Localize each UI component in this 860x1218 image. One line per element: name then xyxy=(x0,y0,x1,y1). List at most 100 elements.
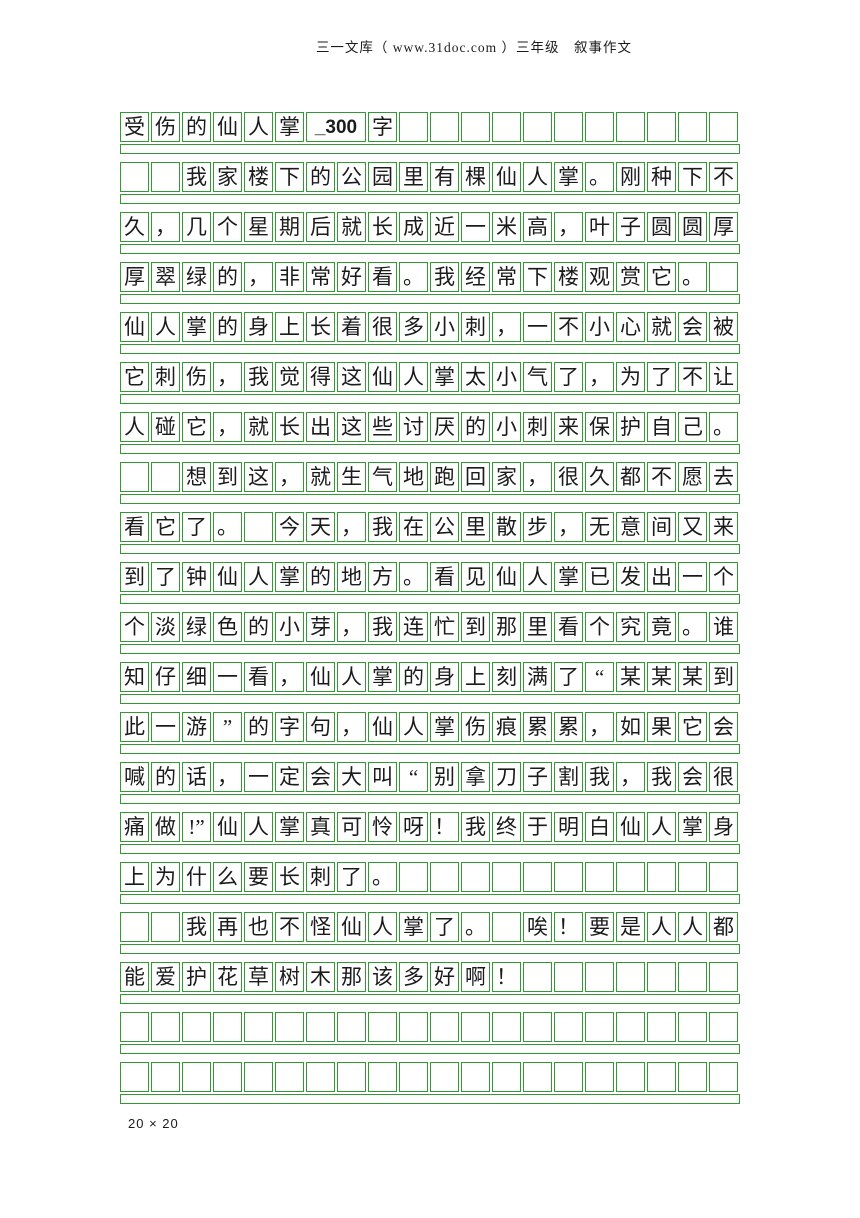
grid-cell: 这 xyxy=(337,412,366,442)
grid-cell: 刺 xyxy=(151,362,180,392)
grid-cell xyxy=(399,1012,428,1042)
grid-cell: ！ xyxy=(554,912,583,942)
grid-cell: 句 xyxy=(306,712,335,742)
grid-cell: 己 xyxy=(678,412,707,442)
grid-cell: 小 xyxy=(275,612,304,642)
grid-cell: 人 xyxy=(647,812,676,842)
grid-cell xyxy=(213,1012,242,1042)
grid-cell: 个 xyxy=(213,212,242,242)
grid-cell: 太 xyxy=(461,362,490,392)
grid-cell: 想 xyxy=(182,462,211,492)
grid-cell-row: 看它了。今天，我在公里散步，无意间又来 xyxy=(120,512,740,542)
grid-cell: 好 xyxy=(337,262,366,292)
grid-cell: ， xyxy=(213,362,242,392)
grid-cell: 究 xyxy=(616,612,645,642)
grid-cell: 它 xyxy=(182,412,211,442)
grid-cell: 看 xyxy=(244,662,273,692)
grid-cell: 掌 xyxy=(275,562,304,592)
grid-cell: 喊 xyxy=(120,762,149,792)
grid-cell xyxy=(275,1062,304,1092)
grid-cell: 掌 xyxy=(430,362,459,392)
grid-cell: ！ xyxy=(430,812,459,842)
grid-cell: 掌 xyxy=(554,562,583,592)
grid-cell xyxy=(585,962,614,992)
grid-cell: ， xyxy=(151,212,180,242)
grid-cell: 要 xyxy=(585,912,614,942)
grid-cell: 子 xyxy=(616,212,645,242)
grid-cell-row: 我再也不怪仙人掌了。唉！要是人人都 xyxy=(120,912,740,942)
grid-cell: 家 xyxy=(213,162,242,192)
grid-cell: 了 xyxy=(647,362,676,392)
grid-cell: 跑 xyxy=(430,462,459,492)
grid-row: 厚翠绿的，非常好看。我经常下楼观赏它。 xyxy=(120,262,740,304)
grid-cell: 近 xyxy=(430,212,459,242)
grid-cell: 我 xyxy=(430,262,459,292)
grid-cell: ” xyxy=(213,712,242,742)
grid-cell: 它 xyxy=(678,712,707,742)
grid-cell: 非 xyxy=(275,262,304,292)
grid-cell: 个 xyxy=(585,612,614,642)
grid-cell: 赏 xyxy=(616,262,645,292)
grid-cell: 。 xyxy=(399,262,428,292)
grid-cell: ！ xyxy=(492,962,521,992)
grid-cell: ， xyxy=(275,662,304,692)
grid-cell: 经 xyxy=(461,262,490,292)
grid-cell xyxy=(678,1062,707,1092)
grid-cell: 上 xyxy=(120,862,149,892)
grid-cell: 我 xyxy=(368,512,397,542)
grid-cell xyxy=(678,962,707,992)
grid-cell: 如 xyxy=(616,712,645,742)
grid-cell: 仙 xyxy=(213,812,242,842)
grid-cell: 大 xyxy=(337,762,366,792)
grid-cell-row: 它刺伤，我觉得这仙人掌太小气了，为了不让 xyxy=(120,362,740,392)
grid-cell: 绿 xyxy=(182,262,211,292)
grid-cell: 爱 xyxy=(151,962,180,992)
grid-cell-row: 能爱护花草树木那该多好啊！ xyxy=(120,962,740,992)
grid-cell: 下 xyxy=(678,162,707,192)
grid-cell xyxy=(151,912,180,942)
grid-cell: 仔 xyxy=(151,662,180,692)
grid-cell-row: 厚翠绿的，非常好看。我经常下楼观赏它。 xyxy=(120,262,740,292)
grid-cell xyxy=(492,862,521,892)
grid-cell: 的 xyxy=(213,312,242,342)
grid-cell: 气 xyxy=(523,362,552,392)
grid-cell: 拿 xyxy=(461,762,490,792)
grid-cell xyxy=(120,462,149,492)
grid-cell: 小 xyxy=(492,412,521,442)
grid-cell xyxy=(461,1062,490,1092)
grid-cell: 里 xyxy=(399,162,428,192)
grid-cell xyxy=(399,1062,428,1092)
grid-cell: 了 xyxy=(337,862,366,892)
grid-cell: 一 xyxy=(523,312,552,342)
grid-cell: 常 xyxy=(306,262,335,292)
grid-cell: 为 xyxy=(616,362,645,392)
grid-cell xyxy=(120,1062,149,1092)
grid-cell: 不 xyxy=(275,912,304,942)
grid-cell: 护 xyxy=(182,962,211,992)
grid-cell: 会 xyxy=(678,312,707,342)
grid-cell: 期 xyxy=(275,212,304,242)
grid-cell xyxy=(399,112,428,142)
grid-cell: 的 xyxy=(306,562,335,592)
grid-cell: 常 xyxy=(492,262,521,292)
grid-cell xyxy=(585,1012,614,1042)
grid-cell: 的 xyxy=(213,262,242,292)
grid-cell: 楼 xyxy=(244,162,273,192)
grid-cell: 多 xyxy=(399,312,428,342)
grid-cell: 有 xyxy=(430,162,459,192)
grid-cell xyxy=(709,862,738,892)
grid-cell xyxy=(368,1062,397,1092)
grid-cell xyxy=(430,862,459,892)
grid-cell-row: 想到这，就生气地跑回家，很久都不愿去 xyxy=(120,462,740,492)
grid-cell: 别 xyxy=(430,762,459,792)
grid-cell: 果 xyxy=(647,712,676,742)
grid-cell: 么 xyxy=(213,862,242,892)
grid-cell: 人 xyxy=(337,662,366,692)
grid-cell: 人 xyxy=(120,412,149,442)
grid-cell: 满 xyxy=(523,662,552,692)
grid-cell: 长 xyxy=(306,312,335,342)
grid-cell: 谁 xyxy=(709,612,738,642)
grid-cell: 保 xyxy=(585,412,614,442)
grid-cell: 明 xyxy=(554,812,583,842)
grid-cell: 人 xyxy=(399,362,428,392)
